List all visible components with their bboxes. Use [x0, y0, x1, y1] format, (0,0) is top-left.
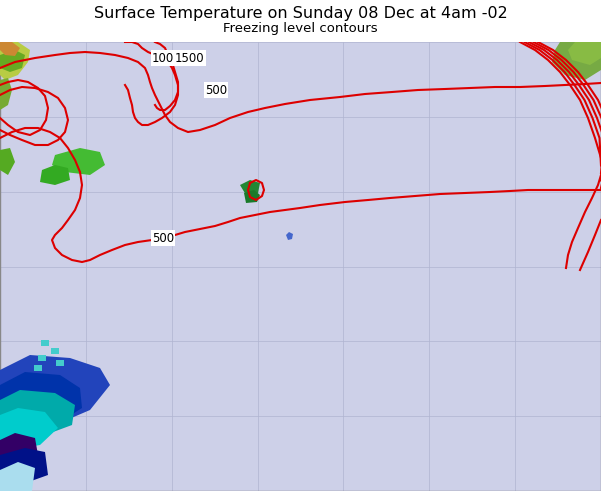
Polygon shape	[38, 355, 46, 361]
Polygon shape	[240, 180, 260, 195]
Polygon shape	[0, 408, 58, 450]
Polygon shape	[568, 42, 601, 65]
Polygon shape	[0, 42, 20, 56]
Text: 1500: 1500	[175, 52, 204, 64]
Polygon shape	[0, 50, 25, 72]
Text: 500: 500	[152, 231, 174, 245]
Polygon shape	[286, 232, 293, 240]
Polygon shape	[40, 165, 70, 185]
Polygon shape	[244, 190, 260, 203]
Text: Freezing level contours: Freezing level contours	[223, 22, 378, 34]
Polygon shape	[0, 372, 82, 430]
Text: 1000: 1000	[152, 52, 182, 64]
Polygon shape	[0, 78, 12, 110]
Polygon shape	[0, 433, 38, 465]
Polygon shape	[51, 348, 59, 354]
Text: Surface Temperature on Sunday 08 Dec at 4am -02: Surface Temperature on Sunday 08 Dec at …	[94, 5, 507, 21]
Bar	[0, 0, 601, 42]
Polygon shape	[0, 42, 30, 80]
Polygon shape	[34, 365, 42, 371]
Polygon shape	[0, 355, 110, 430]
Polygon shape	[0, 448, 48, 485]
Polygon shape	[56, 360, 64, 366]
Polygon shape	[41, 340, 49, 346]
Polygon shape	[552, 42, 601, 80]
Polygon shape	[0, 462, 35, 491]
Polygon shape	[0, 148, 15, 175]
Polygon shape	[52, 148, 105, 175]
Text: 500: 500	[205, 83, 227, 97]
Polygon shape	[0, 390, 75, 438]
